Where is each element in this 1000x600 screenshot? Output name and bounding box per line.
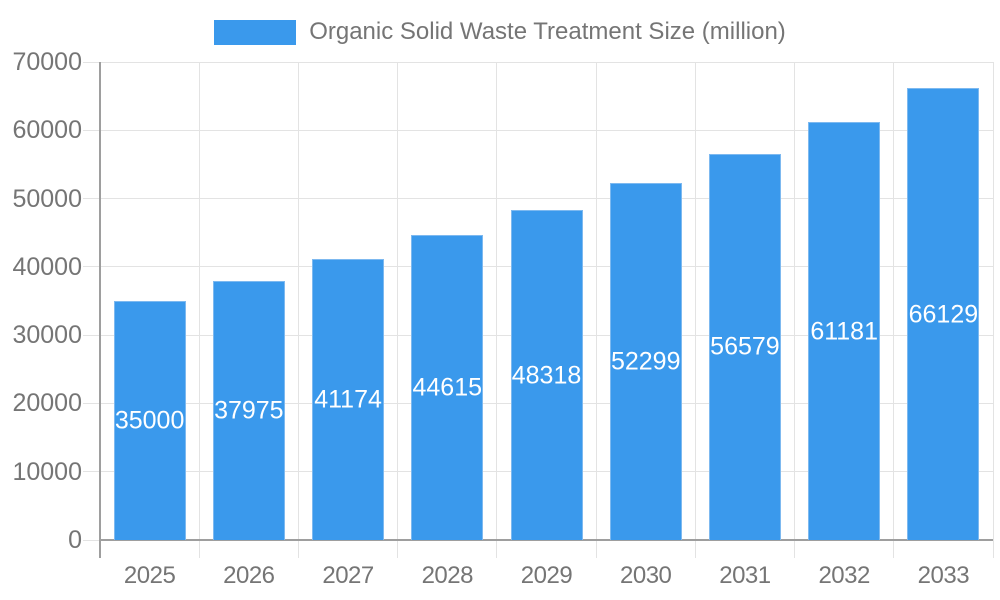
x-axis-tick-label: 2031 — [719, 562, 771, 589]
bar: 48318 — [510, 210, 583, 540]
y-tick — [83, 402, 100, 404]
h-gridline — [100, 61, 993, 63]
legend-color-swatch — [214, 19, 297, 45]
x-axis-tick-label: 2025 — [123, 562, 176, 589]
y-tick — [83, 334, 100, 336]
y-axis-tick-label: 0 — [68, 526, 82, 554]
y-axis-tick-label: 60000 — [12, 116, 82, 145]
y-axis-tick-label: 40000 — [12, 252, 82, 281]
bar-value-label: 35000 — [114, 406, 185, 435]
v-gridline — [893, 62, 895, 558]
x-axis-tick-label: 2026 — [223, 562, 275, 589]
y-tick — [83, 198, 100, 200]
y-axis-line — [99, 62, 101, 558]
v-gridline — [297, 62, 299, 558]
x-axis-tick-label: 2032 — [818, 562, 870, 589]
bar: 61181 — [808, 122, 881, 540]
v-gridline — [595, 62, 597, 558]
y-tick — [83, 539, 100, 541]
v-gridline — [496, 62, 498, 558]
bar-value-label: 41174 — [314, 385, 382, 414]
bar: 37975 — [212, 280, 285, 540]
y-tick — [83, 129, 100, 131]
x-axis-tick-label: 2033 — [917, 562, 970, 589]
x-axis-tick-label: 2028 — [421, 562, 474, 589]
y-axis-tick-label: 10000 — [12, 457, 82, 486]
x-axis-tick-label: 2029 — [520, 562, 573, 589]
y-axis-tick-label: 50000 — [12, 184, 82, 213]
y-tick — [83, 471, 100, 473]
legend-label: Organic Solid Waste Treatment Size (mill… — [309, 18, 786, 45]
bar: 56579 — [708, 153, 781, 540]
y-axis-tick-label: 30000 — [12, 321, 82, 350]
bar: 41174 — [312, 258, 385, 540]
bar-value-label: 66129 — [908, 300, 979, 329]
bar-value-label: 48318 — [511, 361, 582, 390]
bar: 66129 — [907, 88, 980, 540]
bar: 52299 — [609, 182, 682, 540]
v-gridline — [794, 62, 796, 558]
y-tick — [83, 61, 100, 63]
h-gridline — [100, 198, 993, 200]
v-gridline — [397, 62, 399, 558]
bar: 44615 — [411, 235, 484, 540]
y-axis-tick-label: 20000 — [12, 389, 82, 418]
v-gridline — [694, 62, 696, 558]
v-gridline — [198, 62, 200, 558]
chart-legend: Organic Solid Waste Treatment Size (mill… — [0, 18, 1000, 46]
bar-value-label: 37975 — [214, 396, 284, 425]
y-axis-tick-label: 70000 — [12, 48, 82, 76]
bar-value-label: 56579 — [710, 332, 780, 361]
x-axis-tick-label: 2030 — [620, 562, 672, 589]
bar: 35000 — [113, 301, 186, 540]
bar-value-label: 61181 — [810, 317, 878, 346]
h-gridline — [100, 129, 993, 131]
bar-value-label: 52299 — [610, 347, 681, 376]
v-gridline — [992, 62, 994, 558]
bar-value-label: 44615 — [412, 373, 483, 402]
x-axis-tick-label: 2027 — [322, 562, 374, 589]
x-axis-line — [99, 539, 993, 541]
y-tick — [83, 266, 100, 268]
